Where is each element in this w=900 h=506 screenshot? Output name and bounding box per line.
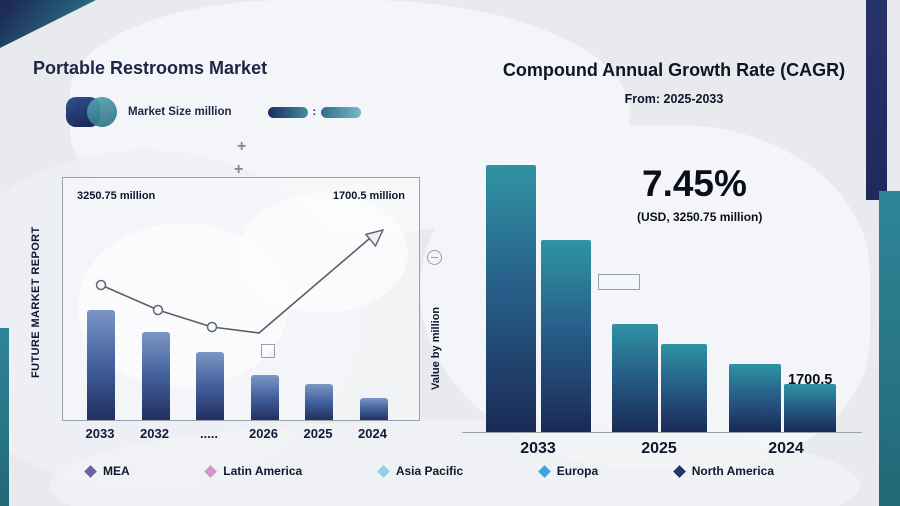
trend-line-arrow [95,228,385,334]
left-x-tick-2025: 2025 [303,426,333,441]
legend-item-north-america: North America [672,464,774,478]
value-annotation-1700: 1700.5 [788,372,833,388]
legend-diamond-icon [84,464,97,478]
legend-diamond-icon [537,464,551,478]
market-size-icon [66,97,118,127]
market-size-label: Market Size million [128,106,232,118]
left-annotation-min: 1700.5 million [332,190,405,202]
corner-decoration-top-left [0,0,96,48]
left-chart-title: Portable Restrooms Market [33,58,268,78]
legend-diamond-icon [376,464,390,478]
edge-decoration-right-navy [866,0,887,200]
right-bar-2024-1 [729,364,781,432]
right-y-axis-label: Value by million [430,306,442,390]
rect-decoration [598,274,640,290]
cagr-value: 7.45% [642,163,747,204]
edge-decoration-left-teal [0,328,9,506]
icon-shape-teal [87,97,117,127]
left-x-tick-2032: 2032 [140,426,169,441]
right-chart-title: Compound Annual Growth Rate (CAGR) [502,60,846,80]
legend-item-label: Europa [556,464,599,478]
left-y-axis-label: FUTURE MARKET REPORT [30,226,42,378]
plus-decoration: + [234,161,244,178]
left-chart-panel: 3250.75 million 1700.5 million [62,177,420,421]
right-x-tick-2025: 2025 [641,440,677,457]
pill-decoration [321,106,362,118]
left-x-axis: 2033 2032..... 2026 2025 2024 [62,426,420,442]
legend-item-asia-pacific: Asia Pacific [376,464,464,478]
legend-item-latin-america: Latin America [204,464,303,478]
region-legend: MEA Latin America Asia Pacific Europa North … [84,464,774,478]
left-bar-gap [196,352,224,420]
legend-item-label: Latin America [223,464,303,478]
right-chart-subtitle: From: 2025-2033 [624,92,724,106]
right-bar-2033-1 [486,165,536,432]
circle-decoration [427,250,442,265]
legend-diamond-icon [672,464,686,478]
legend-item-label: MEA [103,464,130,478]
left-bar-2024 [359,398,388,420]
left-x-tick-2024: 2024 [358,426,387,441]
left-x-tick-2033: 2033 [85,426,115,441]
right-x-tick-2024: 2024 [768,440,804,457]
legend-diamond-icon [204,464,218,478]
right-bar-2025-2 [661,344,707,432]
right-x-tick-2033: 2033 [520,440,556,457]
square-decoration [261,344,275,358]
cagr-detail: (USD, 3250.75 million) [637,210,763,224]
plus-decoration: + [237,138,247,155]
pill-separator: : [312,106,317,118]
right-x-axis: 2033 2025 2024 [0,440,900,460]
edge-decoration-right-teal [879,191,900,506]
left-bar-2026 [250,375,279,420]
left-bar-2033 [87,310,115,420]
circle-dash [430,256,438,258]
market-size-legend: Market Size million : [66,96,362,128]
legend-item-label: North America [691,464,774,478]
right-axis-line [462,432,862,433]
right-bar-2025-1 [612,324,658,432]
left-bars-group [63,178,419,420]
legend-item-europa: Europa [537,464,599,478]
right-bar-2024-2 [784,384,836,432]
left-x-tick-gap: ..... [199,426,219,441]
left-x-tick-2026: 2026 [249,426,278,441]
right-bar-2033-2 [541,240,591,432]
left-bar-2025 [305,384,333,420]
legend-item-label: Asia Pacific [395,464,464,478]
left-bar-2032 [141,332,170,420]
legend-item-mea: MEA [84,464,130,478]
pill-decoration [267,106,308,118]
left-annotation-max: 3250.75 million [77,190,156,202]
panel-blob [238,193,408,313]
